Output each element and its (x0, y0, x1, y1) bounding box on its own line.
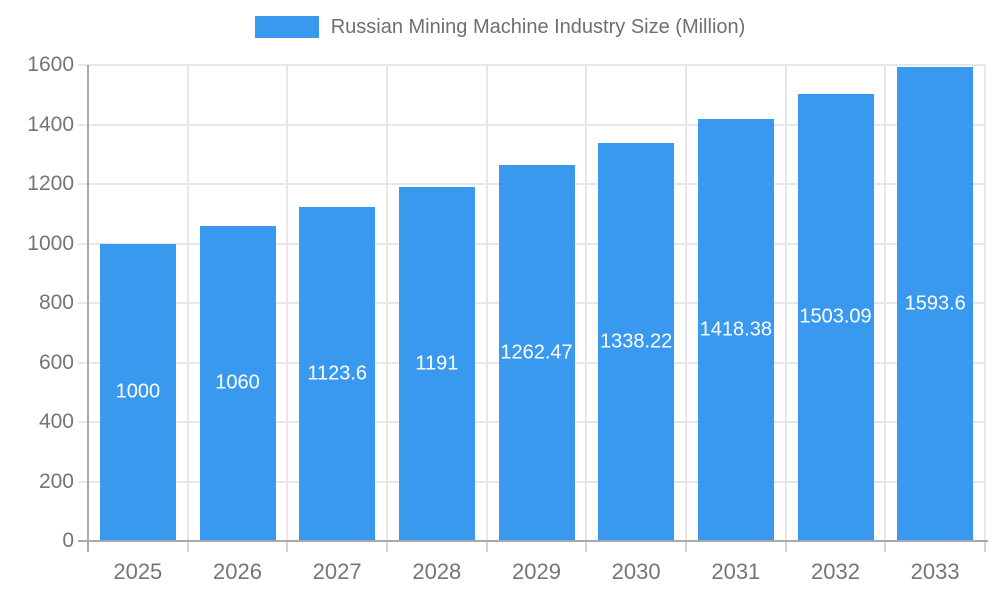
gridline-vertical (685, 65, 687, 541)
bar-value-label: 1060 (215, 371, 260, 394)
x-tick-mark (884, 541, 887, 552)
bar-value-label: 1000 (115, 380, 161, 403)
y-tick-label: 200 (38, 469, 74, 493)
x-tick-mark (685, 541, 687, 552)
bar-value-label: 1123.6 (307, 362, 367, 385)
x-tick-mark (784, 541, 787, 552)
bar: 1262.47 (498, 165, 575, 541)
bar: 1503.09 (797, 93, 874, 541)
plot-area: 1000 1060 1123.6 1191 1262.47 1338.22 1418.38 1… (78, 64, 988, 552)
x-tick-label: 2032 (811, 559, 860, 584)
y-tick-label: 600 (38, 350, 74, 374)
bar: 1123.6 (299, 206, 376, 541)
x-tick-label: 2030 (611, 559, 661, 584)
gridline-vertical (784, 65, 787, 541)
gridline-vertical (186, 65, 189, 541)
y-tick-label: 0 (62, 529, 74, 552)
y-tick-label: 1200 (27, 172, 74, 195)
bar-value-label: 1503.09 (799, 305, 872, 328)
legend-label: Russian Mining Machine Industry Size (Mi… (330, 16, 746, 38)
bar-value-label: 1593.6 (904, 292, 966, 315)
x-tick-mark (386, 541, 388, 552)
bar-value-label: 1262.47 (500, 341, 573, 364)
x-tick-mark (585, 541, 588, 552)
x-tick-label: 2026 (213, 559, 262, 584)
bar: 1593.6 (897, 66, 974, 541)
gridline-vertical (984, 65, 986, 541)
x-tick-label: 2027 (312, 559, 362, 584)
bar: 1191 (398, 186, 475, 541)
x-tick-label: 2028 (412, 559, 462, 584)
y-tick-label: 800 (38, 291, 74, 314)
x-axis-line (78, 540, 988, 542)
x-tick-mark (485, 541, 488, 552)
x-tick-mark (984, 541, 986, 552)
x-tick-label: 2031 (711, 559, 761, 584)
y-tick-label: 400 (38, 410, 74, 433)
y-tick-label: 1600 (27, 53, 74, 76)
x-tick-label: 2029 (512, 559, 561, 584)
y-axis-line (87, 65, 89, 552)
x-tick-label: 2025 (113, 559, 163, 584)
bar: 1418.38 (697, 119, 774, 541)
gridline-vertical (386, 65, 388, 541)
gridline-vertical (585, 65, 588, 541)
chart-legend[interactable]: Russian Mining Machine Industry Size (Mi… (0, 16, 1000, 38)
gridline-vertical (884, 65, 887, 541)
bar: 1060 (199, 225, 276, 541)
bar-value-label: 1418.38 (699, 318, 772, 341)
y-tick-label: 1000 (27, 231, 74, 255)
bar: 1000 (99, 243, 176, 541)
bar-value-label: 1191 (415, 352, 459, 375)
gridline-horizontal (78, 64, 985, 66)
gridline-horizontal (78, 123, 985, 126)
gridline-vertical (286, 65, 289, 541)
x-tick-mark (186, 541, 189, 552)
bar: 1338.22 (598, 142, 675, 541)
x-tick-label: 2033 (910, 559, 960, 584)
legend-swatch (254, 16, 319, 38)
y-tick-label: 1400 (27, 112, 74, 136)
bar-value-label: 1338.22 (600, 330, 673, 353)
x-tick-mark (286, 541, 289, 552)
gridline-vertical (485, 65, 488, 541)
